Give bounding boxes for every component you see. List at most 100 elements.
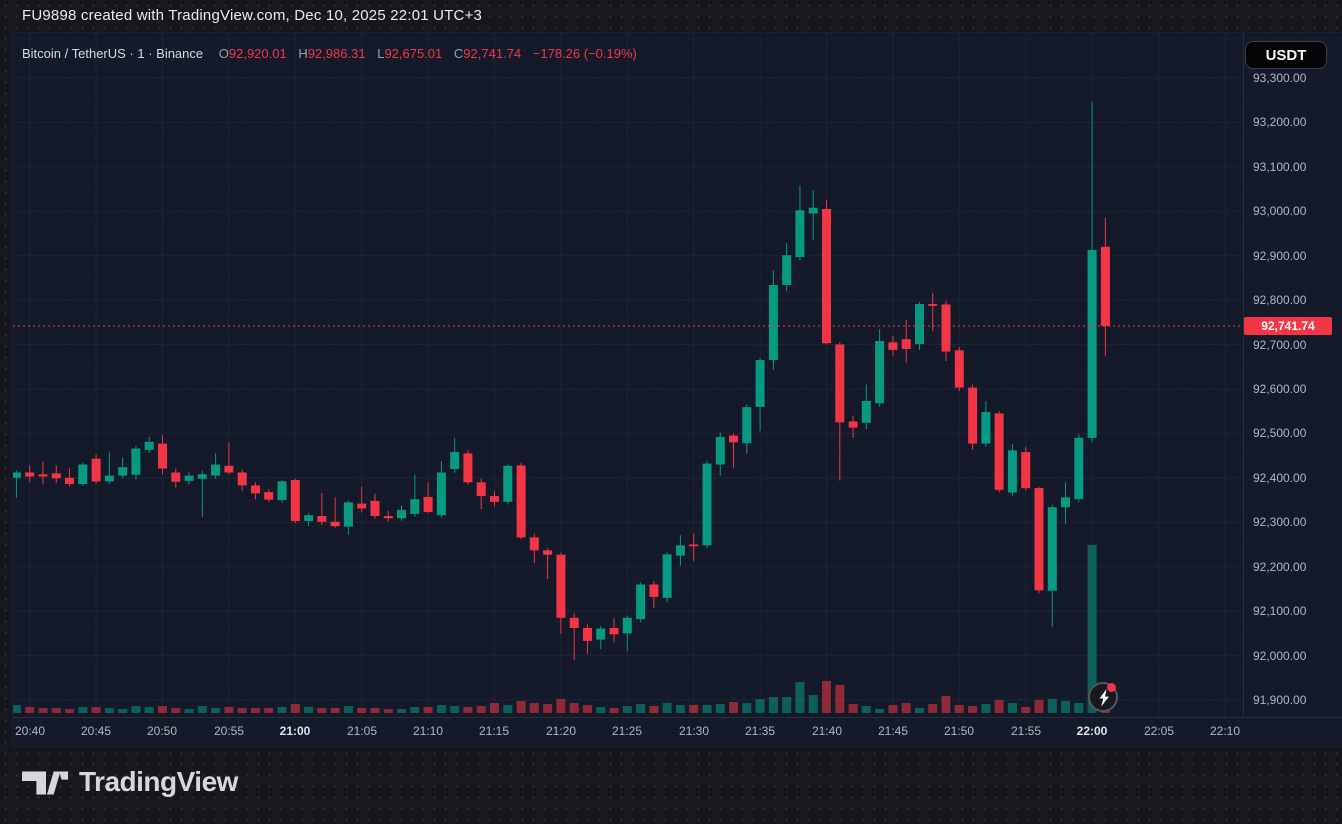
- volume-bar: [131, 706, 141, 713]
- volume-bar: [954, 705, 964, 713]
- candle-body: [304, 515, 314, 521]
- candle-body: [197, 474, 207, 479]
- volume-bar: [410, 707, 420, 713]
- candle-body: [1021, 452, 1031, 489]
- volume-bar: [782, 697, 792, 713]
- volume-bar: [423, 707, 433, 713]
- low-value: 92,675.01: [384, 46, 443, 61]
- candle-body: [25, 472, 35, 477]
- volume-bar: [1074, 703, 1084, 713]
- volume-bar: [569, 703, 579, 713]
- y-axis-label: 92,800.00: [1253, 293, 1307, 307]
- y-axis-label: 92,400.00: [1253, 471, 1307, 485]
- volume-bar: [1061, 701, 1070, 713]
- volume-bar: [197, 706, 207, 713]
- high-value: 92,986.31: [307, 46, 366, 61]
- y-axis-label: 92,200.00: [1253, 560, 1307, 574]
- y-axis-label: 92,900.00: [1253, 249, 1307, 263]
- candle-body: [410, 499, 420, 514]
- open-label: O: [218, 46, 229, 61]
- symbol-legend: Bitcoin / TetherUS · 1 · Binance O92,920…: [22, 46, 637, 61]
- volume-bar: [171, 708, 181, 713]
- volume-bar: [543, 704, 553, 713]
- y-axis-label: 92,600.00: [1253, 382, 1307, 396]
- candle-body: [596, 628, 606, 640]
- symbol-title: Bitcoin / TetherUS · 1 · Binance: [22, 46, 204, 61]
- y-axis-label: 92,100.00: [1253, 604, 1307, 618]
- candle-body: [808, 207, 818, 214]
- candle-body: [211, 464, 221, 476]
- volume-bar: [476, 706, 486, 713]
- volume-bar: [144, 707, 154, 713]
- open-value: 92,920.01: [228, 46, 287, 61]
- volume-bar: [264, 708, 274, 713]
- volume-bar: [795, 682, 805, 713]
- volume-bar: [901, 703, 911, 713]
- candle-body: [1007, 450, 1017, 493]
- candle-body: [423, 496, 433, 512]
- y-axis-label: 92,000.00: [1253, 649, 1307, 663]
- volume-bar: [981, 704, 991, 713]
- candle-body: [689, 544, 699, 547]
- candle-body: [290, 480, 300, 521]
- candle-body: [928, 304, 938, 306]
- volume-bar: [556, 699, 566, 713]
- candle-body: [158, 443, 167, 469]
- volume-bar: [463, 707, 473, 713]
- candle-body: [184, 475, 194, 481]
- volume-bar: [78, 707, 88, 713]
- candle-body: [662, 554, 672, 598]
- candle-body: [463, 453, 473, 483]
- price-axis[interactable]: 93,300.00 93,200.00 93,100.00 93,000.00 92,9…: [1243, 33, 1342, 718]
- x-axis-label: 21:30: [678, 724, 710, 738]
- candle-body: [1100, 246, 1110, 326]
- currency-toggle-button[interactable]: USDT: [1245, 41, 1327, 69]
- candle-body: [702, 463, 712, 546]
- x-axis-label: 20:50: [146, 724, 178, 738]
- tradingview-logo[interactable]: TradingView: [22, 764, 238, 800]
- volume-bar: [13, 705, 21, 713]
- volume-bar: [1034, 700, 1044, 713]
- candle-body: [13, 472, 21, 478]
- x-axis-label: 20:55: [213, 724, 245, 738]
- candle-body: [357, 503, 367, 509]
- x-axis-label: 21:15: [478, 724, 510, 738]
- volume-bar: [211, 708, 221, 713]
- volume-bar: [636, 704, 646, 713]
- candle-body: [715, 437, 725, 465]
- candle-body: [994, 413, 1004, 490]
- candle-body: [636, 584, 646, 620]
- candle-body: [237, 472, 247, 486]
- volume-bar: [994, 700, 1004, 713]
- candle-body: [835, 344, 845, 423]
- candle-body: [65, 477, 74, 484]
- volume-bar: [583, 705, 592, 713]
- candle-body: [1034, 488, 1044, 591]
- time-axis[interactable]: 20:40 20:45 20:50 20:55 21:00 21:05 21:10 21:15…: [13, 717, 1342, 746]
- realtime-lightning-icon[interactable]: [1088, 682, 1118, 712]
- candle-body: [1061, 497, 1070, 508]
- volume-bar: [928, 704, 938, 713]
- candle-body: [1047, 507, 1057, 591]
- candle-body: [954, 350, 964, 388]
- y-axis-label: 93,300.00: [1253, 71, 1307, 85]
- candlestick-chart[interactable]: [13, 33, 1342, 746]
- volume-bar: [224, 707, 234, 713]
- volume-bar: [357, 708, 367, 713]
- volume-bar: [290, 704, 300, 713]
- volume-bar: [304, 707, 314, 713]
- volume-bar: [436, 705, 446, 713]
- candle-body: [516, 465, 526, 538]
- volume-bar: [104, 708, 114, 713]
- close-value: 92,741.74: [463, 46, 522, 61]
- candle-body: [968, 387, 978, 444]
- volume-bar: [251, 708, 260, 713]
- x-axis-label: 20:40: [14, 724, 46, 738]
- volume-bar: [968, 706, 978, 713]
- tradingview-logo-text: TradingView: [79, 766, 238, 797]
- x-axis-label: 21:35: [744, 724, 776, 738]
- volume-bar: [51, 708, 61, 713]
- volume-bar: [755, 699, 765, 713]
- volume-bar: [397, 709, 406, 713]
- volume-bar: [158, 706, 167, 713]
